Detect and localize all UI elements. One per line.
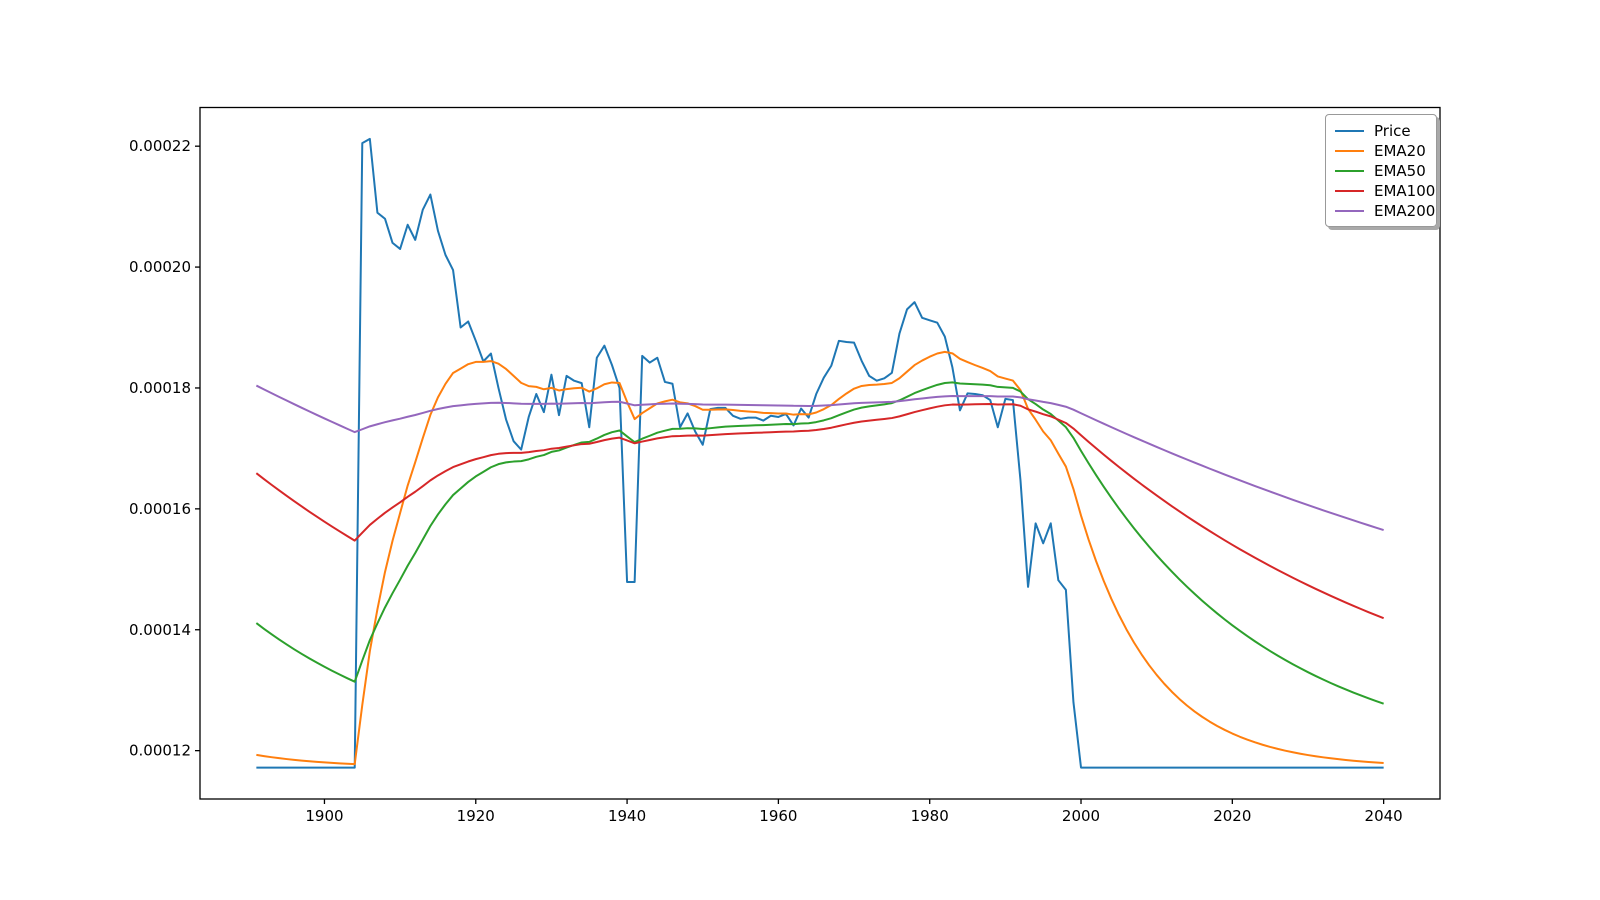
legend-item-ema50: EMA50 — [1335, 161, 1428, 181]
legend-box: Price EMA20 EMA50 EMA100 EMA200 — [1325, 114, 1437, 227]
legend-line-swatch — [1335, 210, 1364, 212]
y-tick-label: 0.00020 — [129, 258, 191, 276]
x-tick-label: 2040 — [1365, 807, 1403, 825]
x-tick-label: 2000 — [1062, 807, 1100, 825]
legend-line-swatch — [1335, 130, 1364, 132]
legend-item-ema20: EMA20 — [1335, 141, 1428, 161]
legend-label: EMA50 — [1374, 162, 1426, 180]
x-tick-label: 1900 — [305, 807, 343, 825]
legend-label: Price — [1374, 122, 1411, 140]
legend-line-swatch — [1335, 170, 1364, 172]
legend-line-swatch — [1335, 150, 1364, 152]
axes-frame — [199, 106, 1441, 800]
legend-line-swatch — [1335, 190, 1364, 192]
y-tick-label: 0.00016 — [129, 500, 191, 518]
legend-label: EMA200 — [1374, 202, 1436, 220]
x-tick-label: 1980 — [911, 807, 949, 825]
x-tick-label: 1940 — [608, 807, 646, 825]
legend-item-ema200: EMA200 — [1335, 201, 1435, 221]
y-tick-label: 0.00018 — [129, 379, 191, 397]
x-tick-label: 1920 — [457, 807, 495, 825]
series-line-ema200 — [255, 384, 1384, 531]
series-line-ema100 — [255, 402, 1385, 620]
x-tick-label: 1960 — [759, 807, 797, 825]
y-tick-label: 0.00022 — [129, 137, 191, 155]
series-line-ema50 — [255, 381, 1384, 705]
x-tick-label: 2020 — [1213, 807, 1251, 825]
legend-item-price: Price — [1335, 121, 1428, 141]
y-tick-label: 0.00014 — [129, 621, 191, 639]
series-line-ema20 — [256, 350, 1384, 766]
legend-item-ema100: EMA100 — [1335, 181, 1435, 201]
series-line-price — [256, 137, 1384, 769]
legend-label: EMA100 — [1374, 182, 1436, 200]
y-tick-label: 0.00012 — [129, 742, 191, 760]
legend-label: EMA20 — [1374, 142, 1426, 160]
